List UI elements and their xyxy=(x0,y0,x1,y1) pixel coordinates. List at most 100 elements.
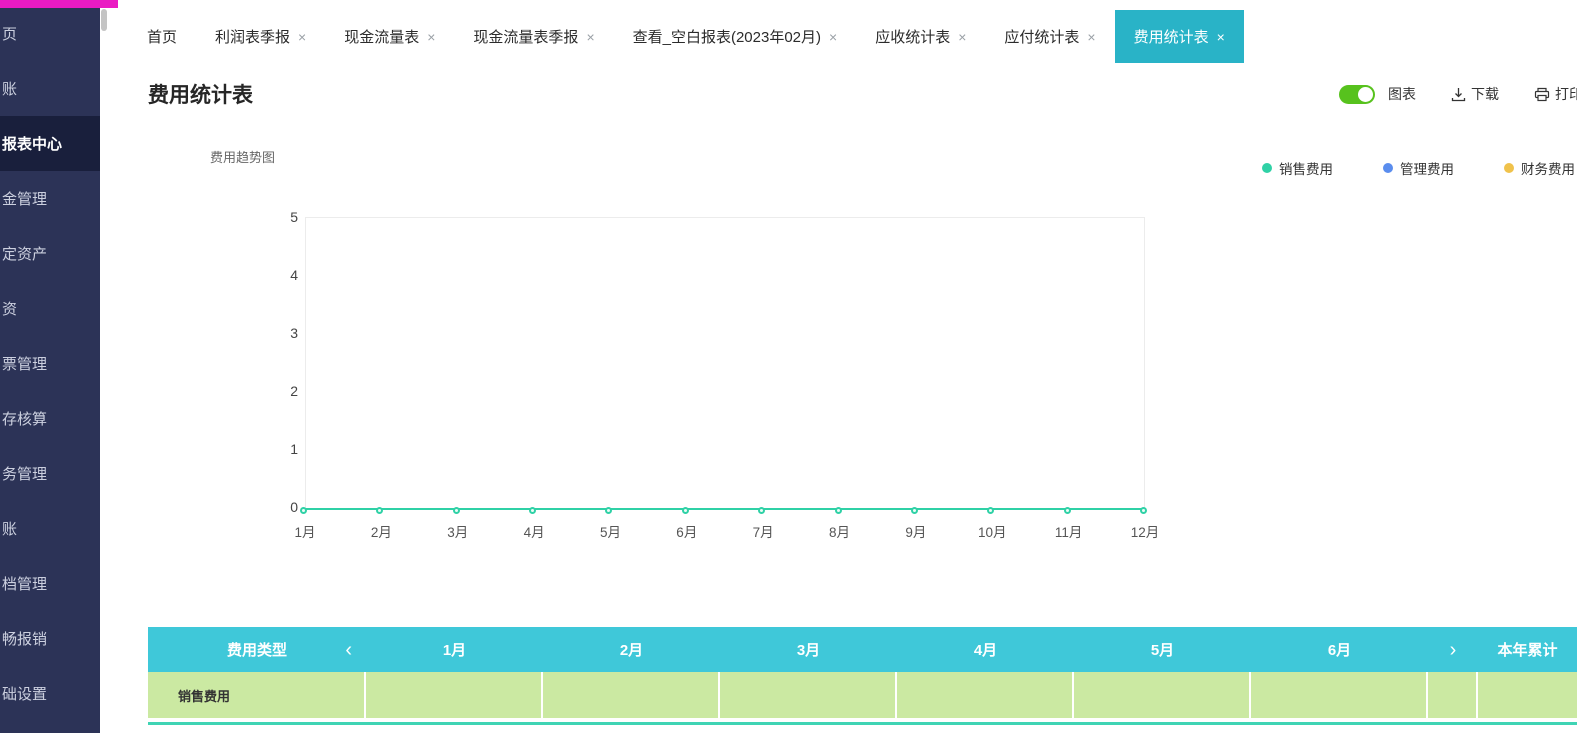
chart-title: 费用趋势图 xyxy=(210,150,276,165)
legend-label: 管理费用 xyxy=(1400,162,1454,177)
y-axis-tick: 5 xyxy=(290,209,298,225)
plot-border xyxy=(305,217,1145,509)
sidebar-item-archives[interactable]: 档管理 xyxy=(0,556,100,611)
legend-item-sales[interactable]: 销售费用 xyxy=(1262,158,1333,178)
download-label: 下载 xyxy=(1471,86,1499,102)
x-axis-tick: 10月 xyxy=(978,525,1007,540)
table-cell xyxy=(1074,672,1251,718)
y-axis-tick: 1 xyxy=(290,441,298,457)
data-point xyxy=(529,507,537,514)
close-icon[interactable]: × xyxy=(1087,28,1096,45)
sidebar-item-report-center[interactable]: 报表中心 xyxy=(0,116,100,171)
sidebar-item-label: 报表中心 xyxy=(2,136,63,153)
table-row-sales-expense[interactable]: 销售费用 xyxy=(148,672,1577,720)
sidebar-item-expense-claims[interactable]: 畅报销 xyxy=(0,611,100,666)
sidebar-item-label: 账 xyxy=(2,81,18,98)
table-cell xyxy=(543,672,720,718)
y-axis-tick: 3 xyxy=(290,325,298,341)
sidebar-scrollbar-thumb[interactable] xyxy=(101,9,107,31)
close-icon[interactable]: × xyxy=(298,28,307,45)
legend-item-finance[interactable]: 财务费用 xyxy=(1504,158,1575,178)
y-axis-tick: 0 xyxy=(290,499,298,515)
column-header-month: 1月 xyxy=(442,642,467,659)
sidebar-item-closing[interactable]: 账 xyxy=(0,501,100,556)
sidebar-item-label: 资 xyxy=(2,301,18,318)
x-axis-tick: 5月 xyxy=(599,525,621,540)
data-point xyxy=(987,507,995,514)
next-months-button[interactable]: › xyxy=(1449,638,1457,661)
sidebar-item-home[interactable]: 页 xyxy=(0,6,100,61)
print-label: 打印 xyxy=(1555,86,1577,102)
sidebar-item-label: 存核算 xyxy=(2,411,48,428)
y-axis-tick: 2 xyxy=(290,383,298,399)
table-cell xyxy=(1478,672,1577,718)
sidebar-item-settings[interactable]: 础设置 xyxy=(0,666,100,721)
x-axis-tick: 8月 xyxy=(829,525,851,540)
x-axis-tick: 6月 xyxy=(676,525,698,540)
sidebar-item-fixed-assets[interactable]: 定资产 xyxy=(0,226,100,281)
data-point xyxy=(605,507,613,514)
sidebar-item-label: 务管理 xyxy=(2,466,48,483)
sidebar-item-tax[interactable]: 务管理 xyxy=(0,446,100,501)
print-button[interactable]: 打印 xyxy=(1534,84,1577,104)
prev-months-button[interactable]: ‹ xyxy=(345,638,352,661)
close-icon[interactable]: × xyxy=(427,28,436,45)
tab-payable-stats[interactable]: 应付统计表 × xyxy=(985,10,1114,63)
data-point xyxy=(758,507,766,514)
x-axis-tick: 3月 xyxy=(447,525,469,540)
sidebar-item-label: 础设置 xyxy=(2,686,48,703)
close-icon[interactable]: × xyxy=(1216,28,1225,45)
tab-label: 费用统计表 xyxy=(1133,29,1209,46)
chart-toggle-label: 图表 xyxy=(1388,86,1416,102)
tab-expense-stats[interactable]: 费用统计表 × xyxy=(1114,10,1244,63)
close-icon[interactable]: × xyxy=(586,28,595,45)
column-header-month: 2月 xyxy=(619,642,644,659)
x-axis-tick: 7月 xyxy=(752,525,774,540)
expense-trend-chart: 费用趋势图 销售费用 管理费用 财务费用 5 4 3 2 1 0 xyxy=(108,125,1577,627)
sidebar-item-label: 档管理 xyxy=(2,576,48,593)
close-icon[interactable]: × xyxy=(958,28,967,45)
series-line-sales xyxy=(305,508,1145,510)
tab-cashflow-quarterly[interactable]: 现金流量表季报 × xyxy=(454,10,613,63)
sidebar-item-funds[interactable]: 金管理 xyxy=(0,171,100,226)
chart-view-toggle[interactable] xyxy=(1339,84,1375,104)
tab-label: 首页 xyxy=(147,29,178,46)
tab-profit-quarterly[interactable]: 利润表季报 × xyxy=(196,10,325,63)
data-point xyxy=(1140,507,1147,514)
sidebar-item-label: 票管理 xyxy=(2,356,48,373)
tab-home[interactable]: 首页 xyxy=(128,10,196,63)
tab-cashflow[interactable]: 现金流量表 × xyxy=(325,10,454,63)
column-header-month: 3月 xyxy=(796,642,821,659)
data-point xyxy=(910,507,918,514)
tab-view-blank-report[interactable]: 查看_空白报表(2023年02月) × xyxy=(614,10,857,63)
sidebar-item-invoice[interactable]: 票管理 xyxy=(0,336,100,391)
page-title: 费用统计表 xyxy=(148,84,253,107)
close-icon[interactable]: × xyxy=(829,28,838,45)
row-label: 销售费用 xyxy=(148,672,366,718)
toggle-knob xyxy=(1358,86,1373,102)
table-cell xyxy=(1251,672,1428,718)
sidebar: 页 账 报表中心 金管理 定资产 资 票管理 存核算 务管理 账 档管理 畅报销… xyxy=(0,0,100,733)
sidebar-item-inventory[interactable]: 存核算 xyxy=(0,391,100,446)
x-axis-tick: 2月 xyxy=(370,525,392,540)
column-header-nav: › xyxy=(1428,640,1478,660)
download-button[interactable]: 下载 xyxy=(1451,84,1499,104)
tab-label: 查看_空白报表(2023年02月) xyxy=(632,29,822,46)
tab-receivable-stats[interactable]: 应收统计表 × xyxy=(856,10,985,63)
sidebar-item-payroll[interactable]: 资 xyxy=(0,281,100,336)
tab-label: 现金流量表季报 xyxy=(473,29,579,46)
sidebar-item-label: 账 xyxy=(2,521,18,538)
y-axis-tick: 4 xyxy=(290,267,298,283)
table-header-row: 费用类型 ‹ 1月 2月 3月 4月 5月 6月 › 本年累计 xyxy=(148,627,1577,672)
legend-dot-teal xyxy=(1262,163,1272,173)
data-point xyxy=(376,507,384,514)
page-header: 费用统计表 图表 下载 打印 xyxy=(108,63,1577,125)
legend-dot-blue xyxy=(1383,163,1393,173)
sidebar-item-ledger[interactable]: 账 xyxy=(0,61,100,116)
legend-item-admin[interactable]: 管理费用 xyxy=(1383,158,1454,178)
column-header-month: 4月 xyxy=(973,642,998,659)
tab-label: 应付统计表 xyxy=(1004,29,1080,46)
x-axis-tick: 1月 xyxy=(294,525,316,540)
toolbar: 图表 下载 打印 xyxy=(1339,84,1577,104)
